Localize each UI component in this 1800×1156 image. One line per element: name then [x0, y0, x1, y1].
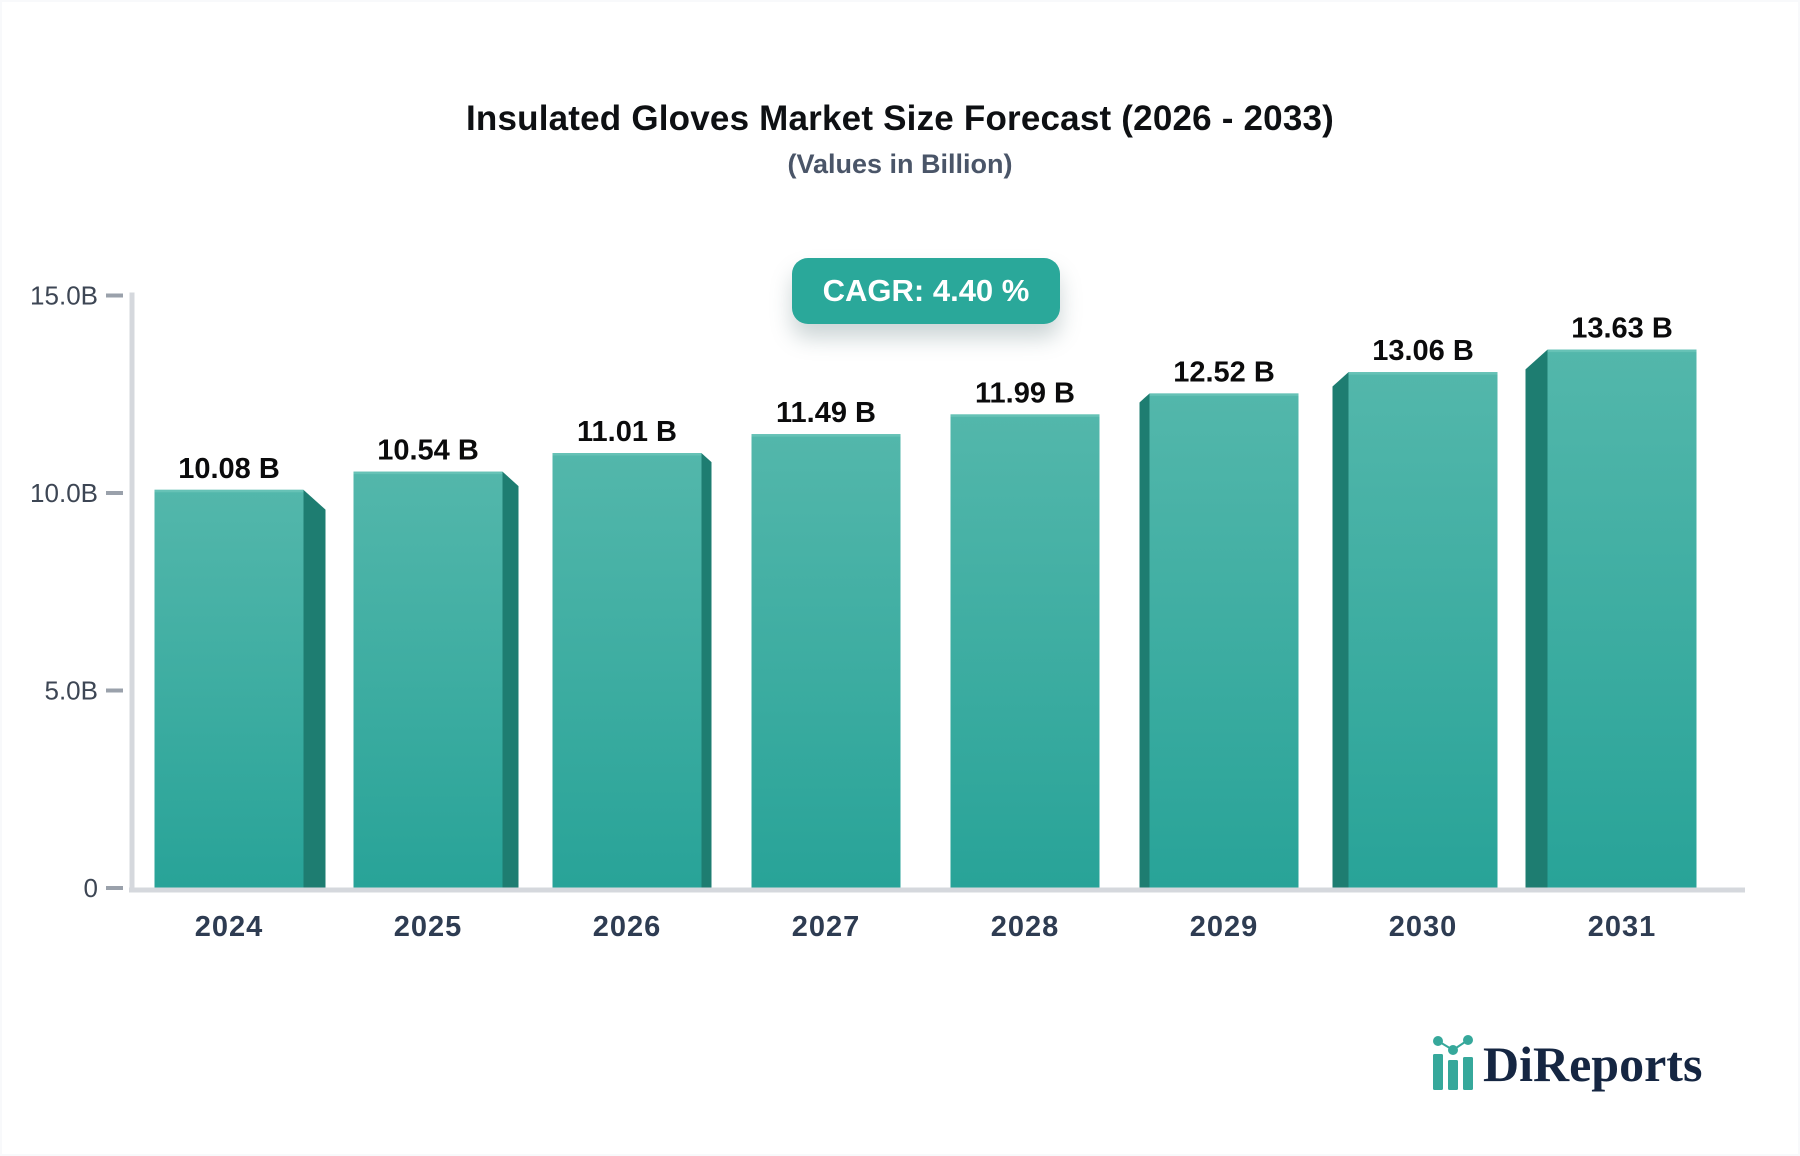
- brand-logo: DiReports: [1432, 1030, 1702, 1090]
- x-axis-label: 2028: [991, 911, 1060, 943]
- logo-bar: [1433, 1054, 1443, 1090]
- bar-value-label: 11.49 B: [776, 397, 876, 429]
- y-tick-label: 0: [84, 873, 98, 903]
- bar-side: [502, 471, 519, 892]
- x-axis-label: 2027: [792, 911, 861, 943]
- bar-side: [1332, 372, 1349, 892]
- logo-dot: [1433, 1036, 1443, 1046]
- bar-front: [1149, 393, 1299, 888]
- bar-group: [950, 414, 1100, 888]
- bar-group: [552, 453, 712, 892]
- bar-group: [751, 434, 901, 888]
- bar-side: [1139, 393, 1150, 892]
- bar-value-label: 11.99 B: [975, 377, 1075, 409]
- bar-value-label: 10.08 B: [178, 453, 280, 485]
- y-tick-label: 10.0B: [30, 478, 98, 508]
- bar-group: [353, 471, 519, 892]
- bar-side: [303, 489, 326, 892]
- chart-title: Insulated Gloves Market Size Forecast (2…: [465, 99, 1335, 138]
- bar-front: [1547, 349, 1697, 888]
- bar-front: [751, 434, 901, 888]
- x-axis-label: 2029: [1190, 911, 1259, 943]
- labels-layer: 10.08 B 2024 10.54 B 2025 11.01 B 2026 11.49 B…: [178, 313, 1673, 943]
- cagr-badge: CAGR: 4.40 %: [792, 258, 1060, 324]
- bar-front: [353, 471, 503, 888]
- logo-bar: [1463, 1057, 1473, 1090]
- direports-logo-icon: [1433, 1035, 1473, 1090]
- y-tick-label: 5.0B: [45, 676, 99, 706]
- bar-group: [154, 489, 326, 892]
- brand-name: DiReports: [1483, 1036, 1703, 1092]
- bar-front: [552, 453, 702, 888]
- bar-value-label: 10.54 B: [377, 435, 479, 467]
- bar-front: [154, 489, 304, 888]
- bar-value-label: 13.06 B: [1372, 335, 1474, 367]
- bar-group: [1332, 372, 1498, 892]
- chart-subtitle: (Values in Billion): [787, 149, 1013, 179]
- bar-value-label: 12.52 B: [1173, 356, 1275, 388]
- axis-layer: 0 5.0B 10.0B 15.0B: [30, 281, 1745, 903]
- bar-value-label: 13.63 B: [1571, 313, 1673, 345]
- bar-side: [1525, 349, 1548, 892]
- x-axis-label: 2024: [195, 911, 264, 943]
- bars-layer: [154, 349, 1697, 892]
- x-axis-label: 2026: [593, 911, 662, 943]
- bar-group: [1525, 349, 1697, 892]
- bar-group: [1139, 393, 1299, 892]
- x-axis-label: 2031: [1588, 911, 1657, 943]
- x-axis-label: 2030: [1389, 911, 1458, 943]
- logo-dot: [1448, 1045, 1458, 1055]
- bar-front: [1348, 372, 1498, 888]
- bar-value-label: 11.01 B: [577, 416, 677, 448]
- x-axis-label: 2025: [394, 911, 463, 943]
- logo-bar: [1448, 1060, 1458, 1090]
- bar-front: [950, 414, 1100, 888]
- bar-side: [701, 453, 712, 892]
- y-tick-label: 15.0B: [30, 281, 98, 311]
- logo-dot: [1463, 1035, 1473, 1045]
